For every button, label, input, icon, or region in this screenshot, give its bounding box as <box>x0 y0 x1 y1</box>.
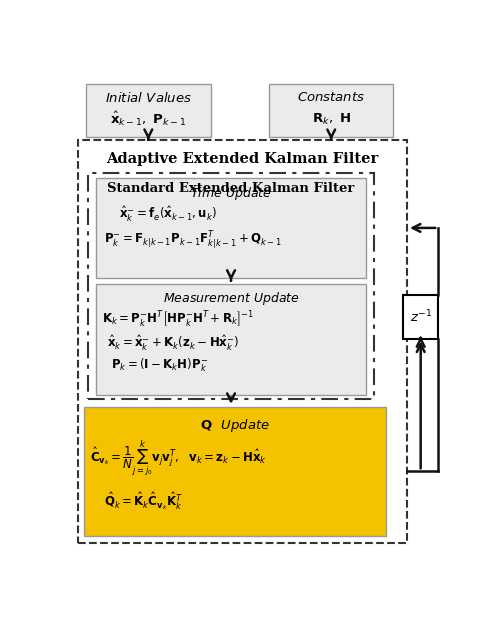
FancyBboxPatch shape <box>96 284 366 394</box>
Text: $\mathit{Initial\ Values}$: $\mathit{Initial\ Values}$ <box>105 91 191 105</box>
Text: $\mathbf{Q}$  $\mathit{Update}$: $\mathbf{Q}$ $\mathit{Update}$ <box>199 416 270 434</box>
Text: $\hat{\mathbf{Q}}_k = \hat{\mathbf{K}}_k\hat{\mathbf{C}}_{\mathbf{v}_k}\hat{\mat: $\hat{\mathbf{Q}}_k = \hat{\mathbf{K}}_k… <box>103 491 182 513</box>
Text: Standard Extended Kalman Filter: Standard Extended Kalman Filter <box>107 182 354 195</box>
Text: $\mathbf{K}_k = \mathbf{P}^{-}_k\mathbf{H}^T\left[\mathbf{H}\mathbf{P}^{-}_k\mat: $\mathbf{K}_k = \mathbf{P}^{-}_k\mathbf{… <box>102 309 254 329</box>
Text: $\mathit{Measurement\ Update}$: $\mathit{Measurement\ Update}$ <box>162 289 299 307</box>
Text: Adaptive Extended Kalman Filter: Adaptive Extended Kalman Filter <box>106 152 378 166</box>
FancyBboxPatch shape <box>269 84 393 137</box>
FancyBboxPatch shape <box>78 140 406 543</box>
Text: $\hat{\mathbf{C}}_{\mathbf{v}_k} = \dfrac{1}{N}\sum_{j=j_0}^{k}\mathbf{v}_j\math: $\hat{\mathbf{C}}_{\mathbf{v}_k} = \dfra… <box>90 438 267 478</box>
Text: $\hat{\mathbf{x}}^{-}_{k} = \mathbf{f}_e(\hat{\mathbf{x}}_{k-1}, \mathbf{u}_k)$: $\hat{\mathbf{x}}^{-}_{k} = \mathbf{f}_e… <box>119 205 217 224</box>
FancyBboxPatch shape <box>96 178 366 278</box>
Text: $\mathbf{P}^{-}_{k} = \mathbf{F}_{k|k-1}\mathbf{P}_{k-1}\mathbf{F}^{T}_{k|k-1} +: $\mathbf{P}^{-}_{k} = \mathbf{F}_{k|k-1}… <box>103 230 281 252</box>
Text: $\mathbf{P}_k = (\mathbf{I} - \mathbf{K}_k\mathbf{H})\mathbf{P}^{-}_k$: $\mathbf{P}_k = (\mathbf{I} - \mathbf{K}… <box>111 356 208 374</box>
FancyBboxPatch shape <box>402 295 437 339</box>
FancyBboxPatch shape <box>84 407 385 536</box>
Text: $\mathbf{R}_{k},\ \mathbf{H}$: $\mathbf{R}_{k},\ \mathbf{H}$ <box>311 112 350 126</box>
FancyBboxPatch shape <box>86 84 210 137</box>
FancyBboxPatch shape <box>88 173 373 399</box>
Text: $\hat{\mathbf{x}}_{k-1},\ \mathbf{P}_{k-1}$: $\hat{\mathbf{x}}_{k-1},\ \mathbf{P}_{k-… <box>110 110 186 128</box>
Text: $z^{-1}$: $z^{-1}$ <box>409 308 431 325</box>
Text: $\mathit{Time\ Update}$: $\mathit{Time\ Update}$ <box>190 185 272 202</box>
Text: $\mathit{Constants}$: $\mathit{Constants}$ <box>297 91 365 104</box>
Text: $\hat{\mathbf{x}}_k = \hat{\mathbf{x}}^{-}_k + \mathbf{K}_k(\mathbf{z}_k - \math: $\hat{\mathbf{x}}_k = \hat{\mathbf{x}}^{… <box>107 333 239 353</box>
